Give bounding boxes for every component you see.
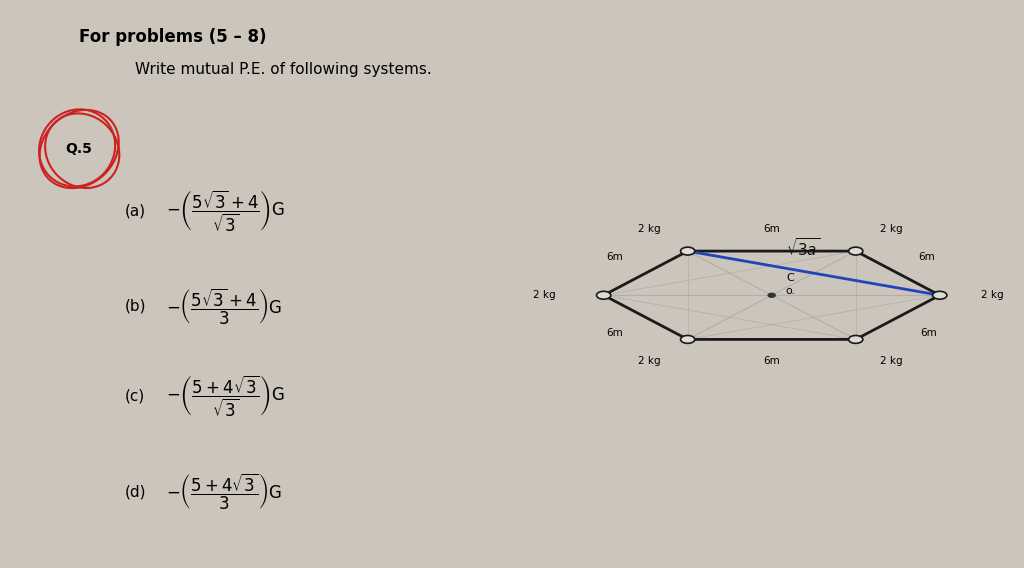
Text: (b): (b): [125, 299, 146, 314]
Text: 2 kg: 2 kg: [638, 356, 660, 366]
Circle shape: [849, 247, 863, 255]
Text: For problems (5 – 8): For problems (5 – 8): [79, 28, 266, 46]
Text: C: C: [786, 273, 794, 283]
Text: $\sqrt{3a}$: $\sqrt{3a}$: [786, 237, 820, 259]
Text: 6m: 6m: [607, 252, 624, 262]
Text: 2 kg: 2 kg: [981, 290, 1004, 300]
Text: 2 kg: 2 kg: [638, 224, 660, 233]
Text: 2 kg: 2 kg: [534, 290, 556, 300]
Text: (c): (c): [125, 389, 145, 404]
Text: $-\left(\dfrac{5+4\sqrt{3}}{\sqrt{3}}\right)$G: $-\left(\dfrac{5+4\sqrt{3}}{\sqrt{3}}\ri…: [166, 374, 285, 419]
Text: 6m: 6m: [763, 224, 780, 233]
Text: $-\left(\dfrac{5\sqrt{3}+4}{3}\right)$G: $-\left(\dfrac{5\sqrt{3}+4}{3}\right)$G: [166, 286, 283, 327]
Text: o.: o.: [785, 286, 795, 296]
Circle shape: [681, 336, 695, 343]
Circle shape: [933, 291, 947, 299]
Circle shape: [849, 336, 863, 343]
Text: 2 kg: 2 kg: [880, 224, 903, 233]
Text: Q.5: Q.5: [66, 142, 92, 156]
Text: 6m: 6m: [918, 252, 935, 262]
Text: 6m: 6m: [607, 328, 624, 338]
Circle shape: [681, 247, 695, 255]
Text: 6m: 6m: [763, 356, 780, 366]
Text: $-\left(\dfrac{5+4\sqrt{3}}{3}\right)$G: $-\left(\dfrac{5+4\sqrt{3}}{3}\right)$G: [166, 472, 283, 512]
Circle shape: [768, 293, 775, 297]
Text: $-\left(\dfrac{5\sqrt{3}+4}{\sqrt{3}}\right)$G: $-\left(\dfrac{5\sqrt{3}+4}{\sqrt{3}}\ri…: [166, 188, 285, 233]
Text: (a): (a): [125, 203, 146, 218]
Text: (d): (d): [125, 485, 146, 500]
Text: 2 kg: 2 kg: [880, 356, 903, 366]
Text: 6m: 6m: [920, 328, 937, 338]
Circle shape: [597, 291, 610, 299]
Text: Write mutual P.E. of following systems.: Write mutual P.E. of following systems.: [135, 62, 432, 77]
